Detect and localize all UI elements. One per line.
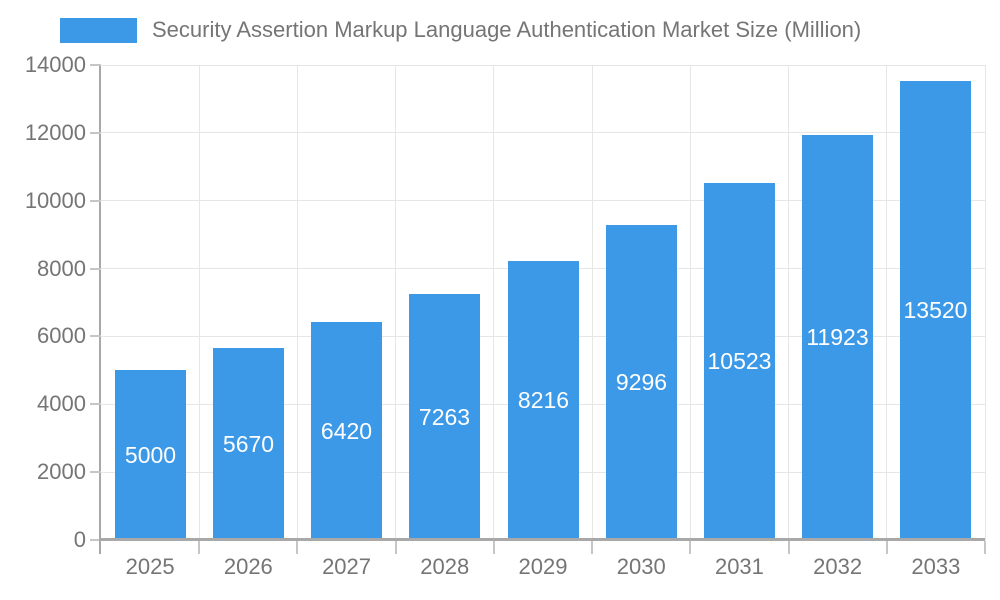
x-tick-label: 2028 xyxy=(420,554,470,579)
h-gridline xyxy=(101,200,985,202)
x-tick-label: 2032 xyxy=(813,554,863,579)
bar-value-label: 5670 xyxy=(222,430,275,457)
bar: 5000 xyxy=(115,370,186,540)
v-gridline xyxy=(984,65,986,540)
y-tick-mark xyxy=(90,199,101,202)
legend[interactable]: Security Assertion Markup Language Authe… xyxy=(60,16,861,44)
x-tick-mark xyxy=(885,541,888,554)
bar-value-label: 9296 xyxy=(615,369,668,395)
v-gridline xyxy=(591,65,593,540)
bar-value-label: 11923 xyxy=(806,324,869,350)
x-tick-mark xyxy=(591,541,594,554)
x-tick-label: 2033 xyxy=(911,554,961,579)
y-tick-mark xyxy=(90,539,101,541)
y-axis-line xyxy=(99,65,101,554)
bar: 6420 xyxy=(311,322,382,540)
y-tick-mark xyxy=(90,471,101,474)
x-tick-label: 2031 xyxy=(714,554,764,579)
v-gridline xyxy=(493,65,495,540)
x-tick-label: 2026 xyxy=(223,554,273,579)
v-gridline xyxy=(689,65,691,540)
h-gridline xyxy=(101,64,985,66)
y-tick-label: 12000 xyxy=(24,119,86,145)
y-tick-mark xyxy=(90,335,101,338)
y-tick-label: 6000 xyxy=(37,323,86,349)
x-tick-mark xyxy=(198,541,201,554)
x-tick-mark xyxy=(394,541,397,554)
x-tick-mark xyxy=(984,541,986,554)
x-tick-label: 2029 xyxy=(518,554,568,579)
x-tick-label: 2027 xyxy=(322,554,372,579)
y-tick-mark xyxy=(90,267,101,270)
x-tick-mark xyxy=(492,541,495,554)
bar-value-label: 10523 xyxy=(707,348,772,374)
bar-value-label: 5000 xyxy=(124,441,177,468)
bar: 9296 xyxy=(606,225,677,540)
bar-value-label: 13520 xyxy=(903,297,968,323)
v-gridline xyxy=(788,65,790,540)
bar: 7263 xyxy=(409,294,480,540)
y-tick-label: 10000 xyxy=(24,187,86,213)
y-tick-label: 14000 xyxy=(24,52,86,77)
y-tick-label: 2000 xyxy=(37,459,86,485)
y-tick-label: 4000 xyxy=(37,391,86,417)
bar: 5670 xyxy=(213,348,284,540)
v-gridline xyxy=(886,65,888,540)
bar: 13520 xyxy=(900,81,971,540)
x-tick-mark xyxy=(787,541,790,554)
y-tick-mark xyxy=(90,131,101,134)
x-tick-label: 2025 xyxy=(125,554,175,579)
y-tick-label: 8000 xyxy=(37,255,86,281)
plot-area: 5000 5670 6420 7263 8216 9296 10523 11923 13520 xyxy=(101,64,986,540)
legend-label: Security Assertion Markup Language Authe… xyxy=(152,17,862,42)
bar: 8216 xyxy=(508,261,579,540)
x-tick-mark xyxy=(296,541,299,554)
bar: 11923 xyxy=(802,135,873,540)
bar-value-label: 8216 xyxy=(517,387,570,413)
y-tick-mark xyxy=(90,403,101,406)
bar-value-label: 7263 xyxy=(418,403,471,430)
y-tick-mark xyxy=(90,64,101,66)
bar: 10523 xyxy=(704,183,775,540)
x-tick-mark xyxy=(689,541,692,554)
y-tick-label: 0 xyxy=(73,527,86,552)
v-gridline xyxy=(198,65,200,540)
h-gridline xyxy=(101,132,985,134)
x-axis-line xyxy=(99,538,985,541)
x-tick-label: 2030 xyxy=(616,554,666,579)
v-gridline xyxy=(296,65,298,540)
legend-swatch[interactable] xyxy=(60,17,137,43)
bar-value-label: 6420 xyxy=(320,417,373,444)
v-gridline xyxy=(395,65,397,540)
